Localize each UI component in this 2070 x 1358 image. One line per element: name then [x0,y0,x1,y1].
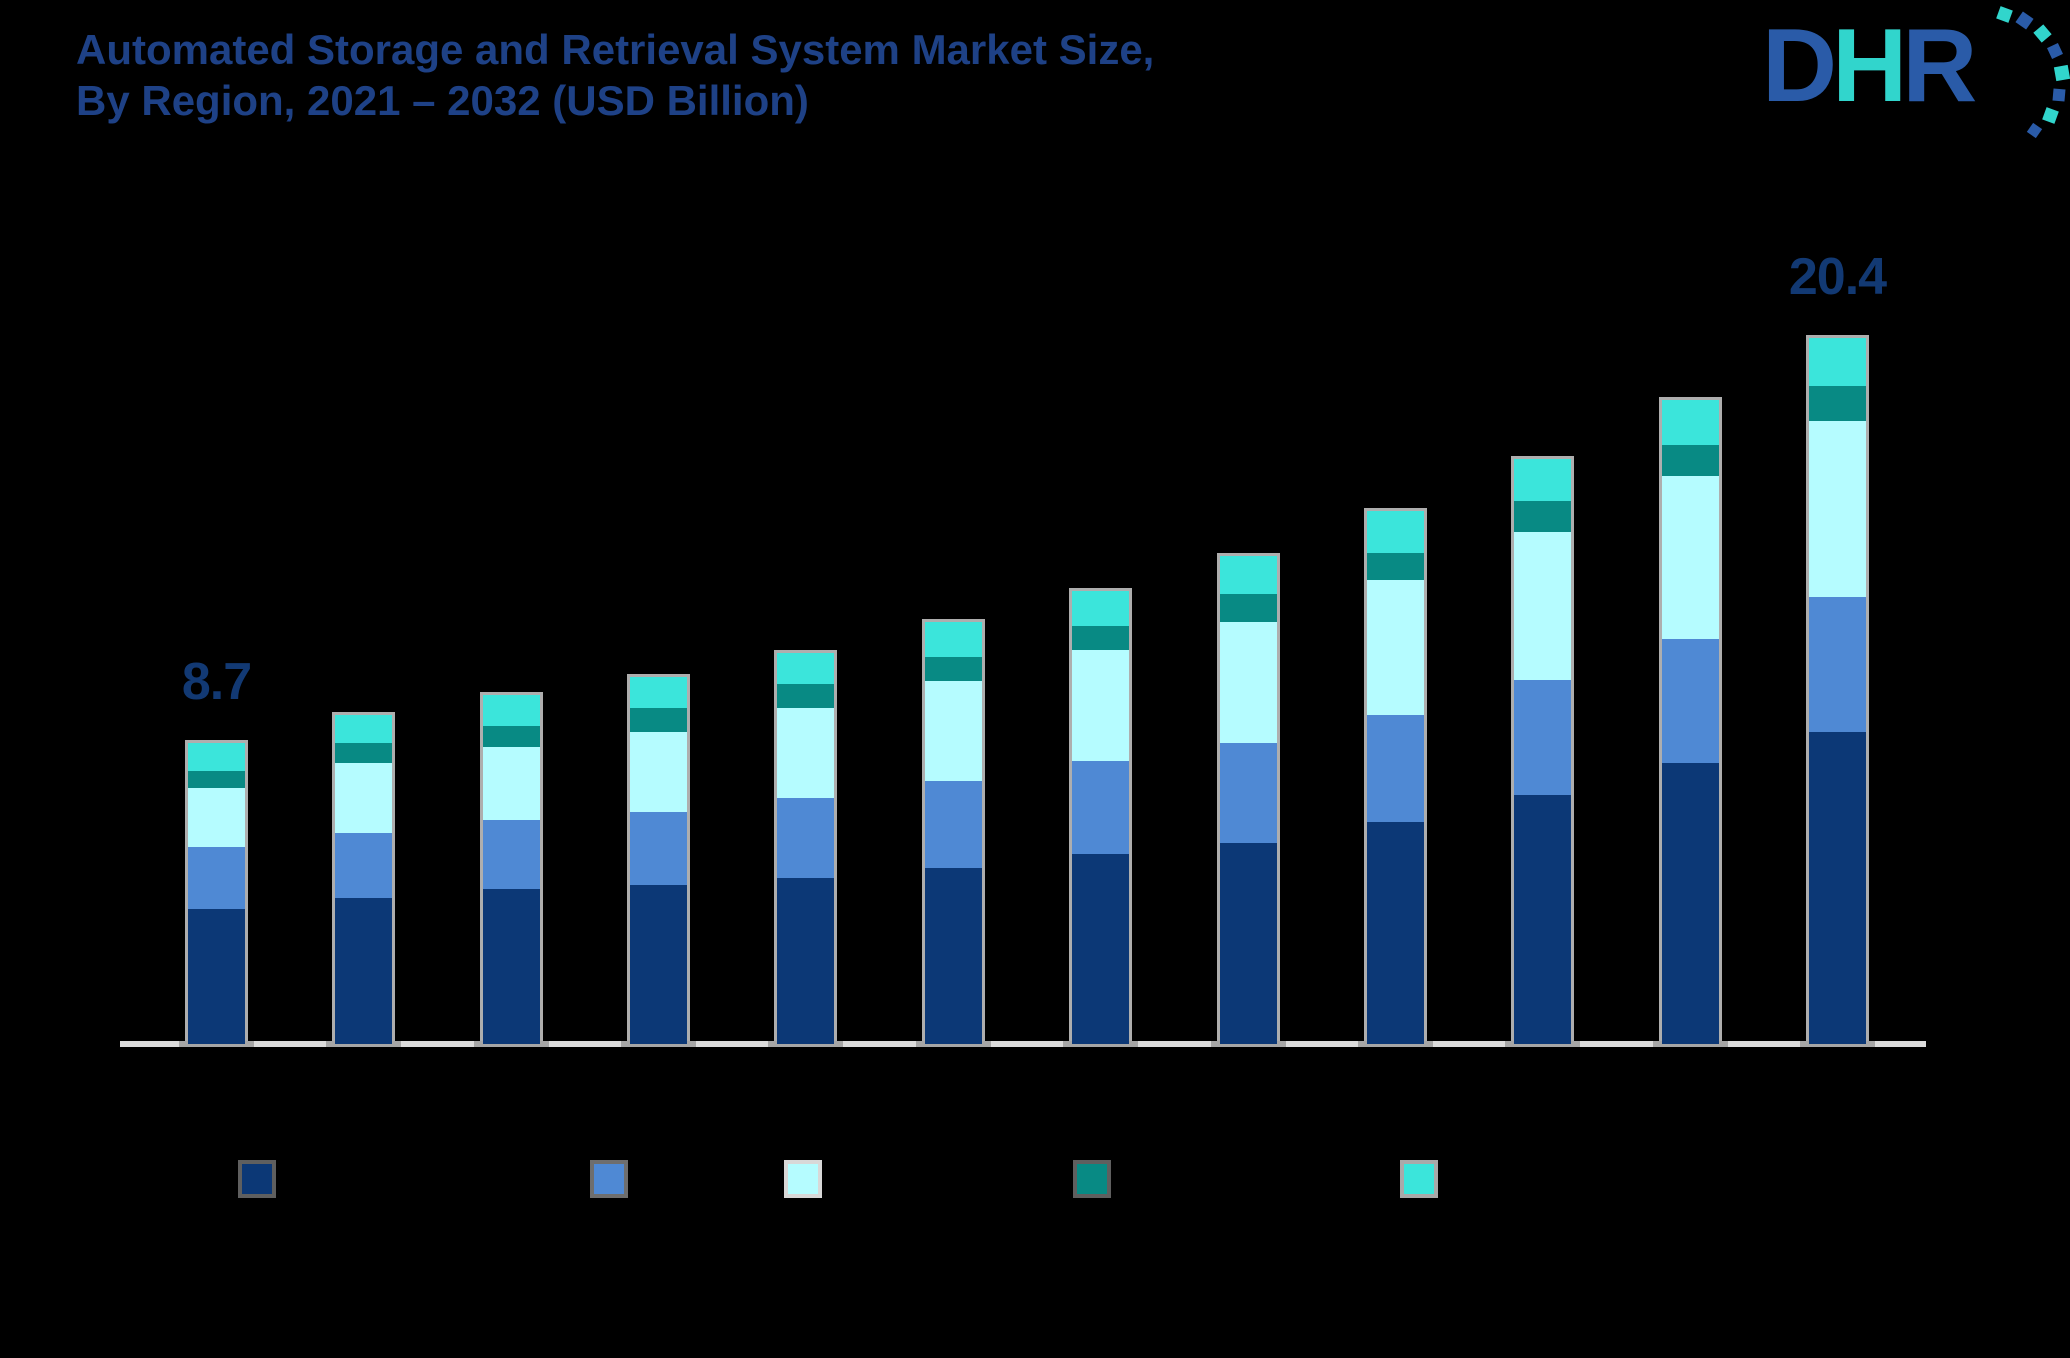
bar-segment-blue-2023 [483,819,540,889]
bar-segment-light-cyan-2032 [1809,421,1866,598]
stacked-bar-2029 [1364,508,1427,1044]
bar-segment-turquoise-2030 [1514,459,1571,501]
bar-segment-teal-2026 [925,656,982,681]
bar-segment-teal-2030 [1514,500,1571,532]
x-axis-bar-shadow [768,1041,843,1047]
bar-segment-teal-2028 [1220,594,1277,622]
x-axis-bar-shadow [621,1041,696,1047]
bar-segment-light-cyan-2026 [925,680,982,782]
bar-segment-navy-2032 [1809,732,1866,1044]
stacked-bar-2021 [185,740,248,1044]
x-axis-bar-shadow [1211,1041,1286,1047]
bar-segment-blue-2025 [777,798,834,878]
bar-segment-turquoise-2028 [1220,556,1277,595]
dhr-logo: DHR [1762,6,2070,141]
bar-segment-blue-2032 [1809,597,1866,733]
bar-segment-turquoise-2027 [1072,591,1129,626]
bar-segment-light-cyan-2022 [335,763,392,833]
bar-segment-light-cyan-2027 [1072,649,1129,761]
bar-segment-teal-2021 [188,770,245,788]
bar-segment-navy-2023 [483,888,540,1045]
stacked-bar-2028 [1217,553,1280,1044]
stacked-bar-2022 [332,712,395,1044]
bar-segment-navy-2022 [335,898,392,1044]
logo-letter-d: D [1762,8,1837,124]
bar-segment-light-cyan-2023 [483,746,540,820]
legend-marker-turquoise [1400,1160,1438,1198]
bar-segment-turquoise-2026 [925,622,982,657]
bar-segment-turquoise-2024 [630,677,687,709]
bar-segment-navy-2027 [1072,853,1129,1045]
bar-segment-turquoise-2032 [1809,338,1866,387]
bar-segment-blue-2031 [1662,638,1719,764]
stacked-bar-2026 [922,619,985,1045]
bar-segment-turquoise-2029 [1367,511,1424,553]
x-axis-bar-shadow [1653,1041,1728,1047]
bar-segment-navy-2030 [1514,794,1571,1044]
bar-segment-navy-2028 [1220,843,1277,1044]
dhr-logo-letters: DHR [1762,6,1977,126]
bar-value-label-2032: 20.4 [1788,248,1887,306]
bar-segment-blue-2029 [1367,715,1424,823]
legend-marker-teal [1073,1160,1111,1198]
bar-segment-blue-2028 [1220,742,1277,844]
bar-segment-light-cyan-2029 [1367,580,1424,716]
stacked-bar-2027 [1069,588,1132,1045]
chart-title-line2: By Region, 2021 – 2032 (USD Billion) [76,77,809,125]
bar-segment-turquoise-2023 [483,695,540,727]
bar-segment-turquoise-2021 [188,743,245,771]
bar-segment-blue-2024 [630,811,687,885]
x-axis-bar-shadow [179,1041,254,1047]
x-axis-bar-shadow [1358,1041,1433,1047]
bar-segment-light-cyan-2031 [1662,476,1719,639]
bar-segment-navy-2029 [1367,822,1424,1044]
bar-segment-teal-2025 [777,684,834,709]
x-axis-bar-shadow [1505,1041,1580,1047]
bar-segment-teal-2024 [630,708,687,733]
bar-segment-navy-2021 [188,909,245,1044]
stacked-bar-2025 [774,650,837,1044]
bar-segment-blue-2021 [188,846,245,910]
bar-segment-light-cyan-2021 [188,787,245,847]
bar-segment-navy-2025 [777,877,834,1044]
legend-marker-light-cyan [784,1160,822,1198]
bar-segment-blue-2027 [1072,760,1129,854]
bar-segment-teal-2023 [483,726,540,747]
bar-segment-teal-2027 [1072,625,1129,650]
stacked-bar-2030 [1511,456,1574,1044]
bar-segment-teal-2022 [335,742,392,764]
bar-segment-blue-2022 [335,832,392,899]
bar-segment-turquoise-2031 [1662,400,1719,445]
bar-segment-navy-2024 [630,884,687,1044]
stacked-bar-2024 [627,674,690,1044]
bar-segment-light-cyan-2024 [630,732,687,812]
logo-letter-h: H [1832,8,1907,124]
bar-segment-teal-2031 [1662,444,1719,477]
bar-segment-blue-2030 [1514,680,1571,795]
bar-segment-light-cyan-2025 [777,708,834,799]
legend-marker-navy [238,1160,276,1198]
x-axis-bar-shadow [326,1041,401,1047]
bar-segment-turquoise-2025 [777,653,834,685]
chart-title-line1: Automated Storage and Retrieval System M… [76,26,1155,73]
bar-segment-turquoise-2022 [335,715,392,743]
logo-letter-r: R [1902,8,1977,124]
bar-segment-navy-2031 [1662,763,1719,1044]
legend-marker-blue [590,1160,628,1198]
stacked-bar-2031 [1659,397,1722,1044]
bar-segment-blue-2026 [925,781,982,868]
bar-segment-teal-2032 [1809,386,1866,422]
stacked-bar-2023 [480,692,543,1045]
bar-value-label-2021: 8.7 [181,653,252,711]
bar-segment-light-cyan-2028 [1220,621,1277,743]
bar-segment-light-cyan-2030 [1514,531,1571,681]
bar-segment-navy-2026 [925,867,982,1045]
x-axis-bar-shadow [1800,1041,1875,1047]
x-axis-line [120,1041,1926,1047]
stacked-bar-2032 [1806,335,1869,1044]
chart-title: Automated Storage and Retrieval System M… [76,24,1154,126]
bar-segment-teal-2029 [1367,552,1424,581]
